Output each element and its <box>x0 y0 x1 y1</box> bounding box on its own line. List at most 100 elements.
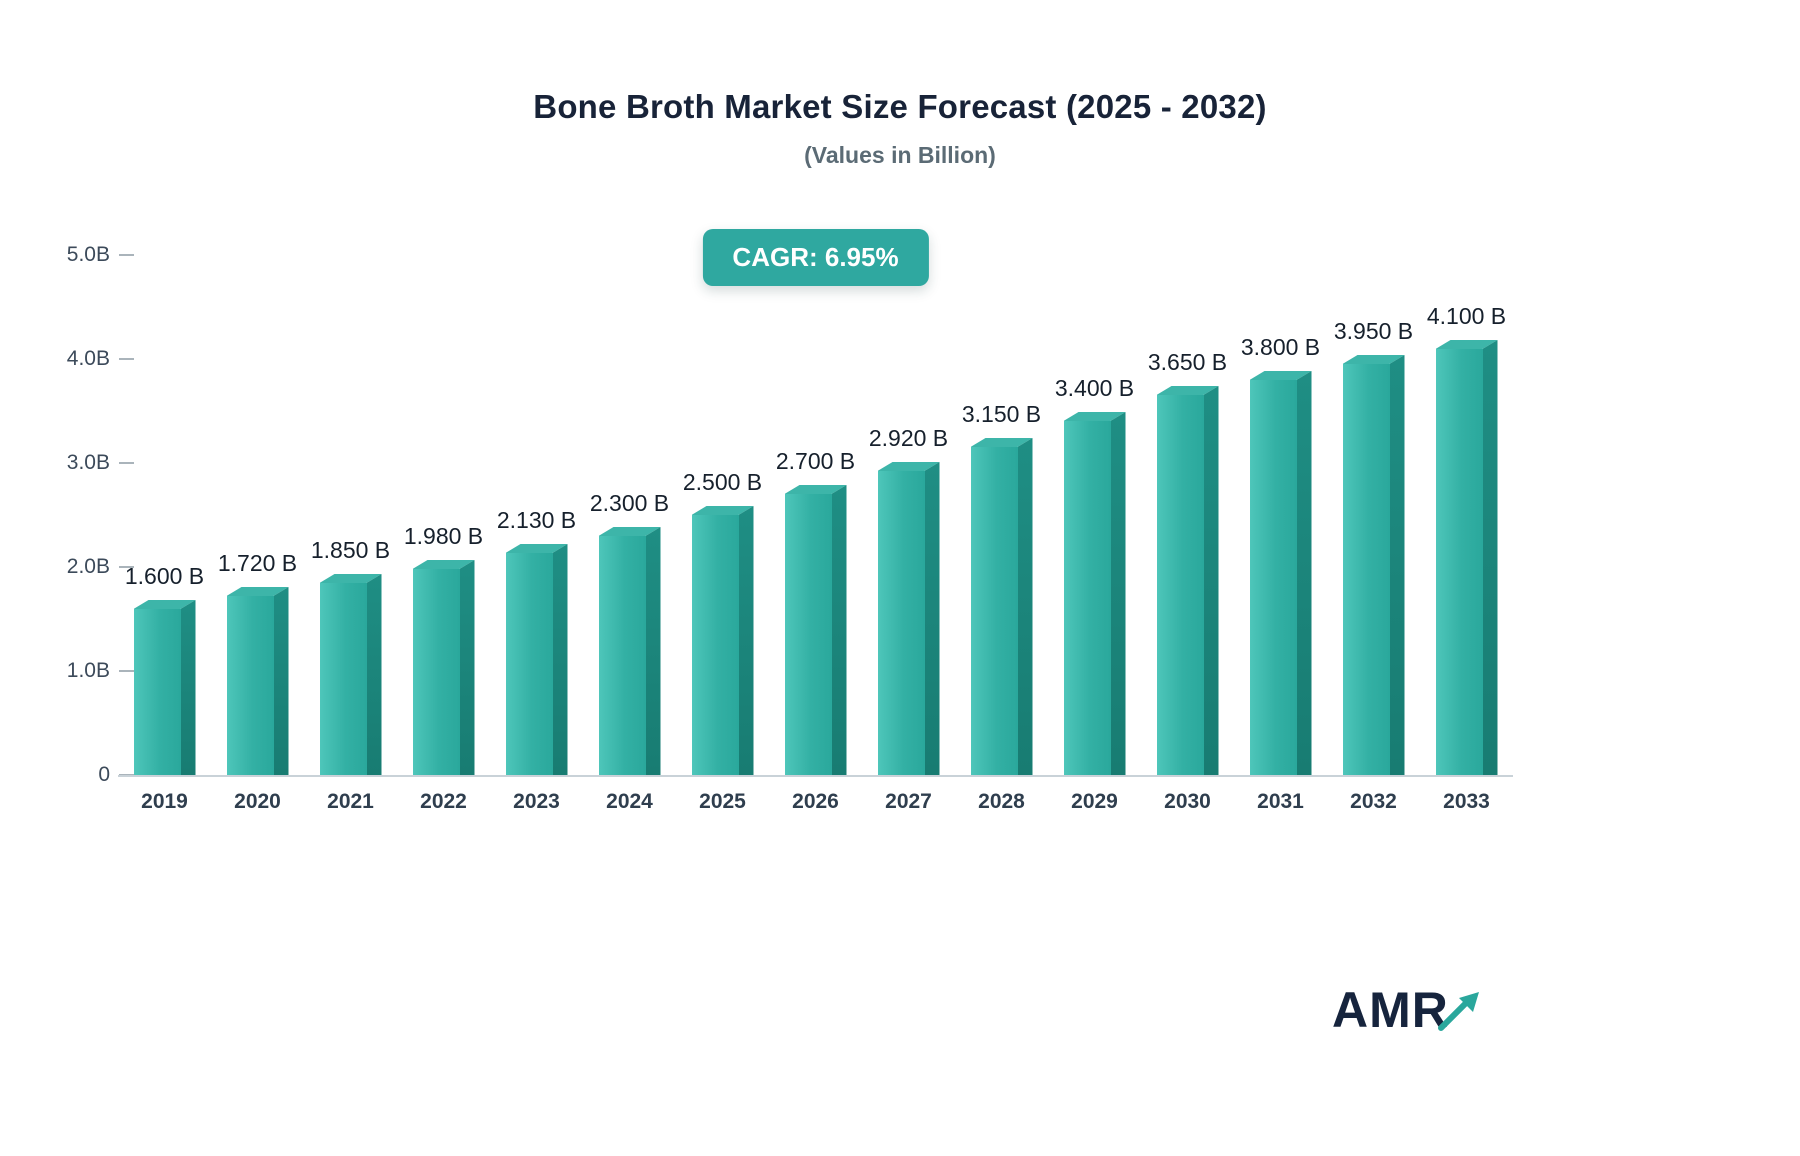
bar-side-face <box>1203 386 1219 775</box>
bar <box>1156 386 1219 775</box>
bar-top-face <box>412 560 475 569</box>
y-axis-tick-label: 2.0B <box>66 555 110 578</box>
tick-mark <box>119 670 134 672</box>
bar-column: 1.850 B <box>304 255 397 775</box>
bar <box>1063 412 1126 775</box>
tick-mark <box>119 358 134 360</box>
bar-column: 4.100 B <box>1420 255 1513 775</box>
bar <box>784 485 847 775</box>
bar-side-face <box>552 544 568 775</box>
bar-side-face <box>738 506 754 775</box>
x-axis-label: 2025 <box>699 790 746 813</box>
bar-value-label: 3.650 B <box>1147 349 1228 375</box>
bar-top-face <box>598 527 661 536</box>
x-axis-label: 2033 <box>1443 790 1490 813</box>
bar-top-face <box>1156 386 1219 395</box>
bar-top-face <box>319 574 382 583</box>
bar-value-label: 3.950 B <box>1333 318 1414 344</box>
cagr-badge: CAGR: 6.95% <box>702 229 929 286</box>
x-axis-label: 2024 <box>606 790 653 813</box>
bar-column: 3.950 B <box>1327 255 1420 775</box>
logo-text: AMR <box>1332 982 1449 1038</box>
bar-top-face <box>226 587 289 596</box>
bar <box>691 506 754 775</box>
bar-side-face <box>1482 340 1498 775</box>
plot-area: 1.600 B 1.720 B 1.850 B 1.980 B 2.130 B 2.300… <box>118 255 1513 777</box>
bar <box>877 462 940 775</box>
bar <box>133 600 196 775</box>
x-axis-label: 2021 <box>327 790 374 813</box>
bar-front-face <box>691 515 739 775</box>
tick-mark <box>119 462 134 464</box>
y-axis-tick-label: 4.0B <box>66 347 110 370</box>
x-axis-label: 2027 <box>885 790 932 813</box>
y-axis-tick-label: 1.0B <box>66 659 110 682</box>
bar-top-face <box>1249 371 1312 380</box>
y-axis-tick: 5.0B <box>34 243 134 267</box>
y-axis-tick-label: 5.0B <box>66 243 110 266</box>
bar-side-face <box>1296 371 1312 775</box>
bar-side-face <box>831 485 847 775</box>
bar-top-face <box>1342 355 1405 364</box>
y-axis-tick: 4.0B <box>34 347 134 371</box>
bar-column: 2.130 B <box>490 255 583 775</box>
bar-side-face <box>645 527 661 775</box>
bar-top-face <box>691 506 754 515</box>
bar-front-face <box>1063 421 1111 775</box>
tick-mark <box>119 254 134 256</box>
bar-top-face <box>1063 412 1126 421</box>
x-axis-label: 2032 <box>1350 790 1397 813</box>
bar-side-face <box>180 600 196 775</box>
page: Bone Broth Market Size Forecast (2025 - … <box>0 88 1800 1156</box>
bar <box>1249 371 1312 775</box>
bar-value-label: 1.980 B <box>403 523 484 549</box>
bar-value-label: 1.850 B <box>310 537 391 563</box>
bar-front-face <box>226 596 274 775</box>
bar-side-face <box>1017 438 1033 775</box>
x-axis-label: 2029 <box>1071 790 1118 813</box>
x-axis: 2019 2020 2021 2022 2023 2024 2025 2026 2027 2028… <box>118 790 1513 814</box>
bar <box>226 587 289 775</box>
bar-side-face <box>1110 412 1126 775</box>
x-axis-label: 2030 <box>1164 790 1211 813</box>
bar-front-face <box>877 471 925 775</box>
bar-column: 1.720 B <box>211 255 304 775</box>
bar-front-face <box>598 536 646 775</box>
bar-side-face <box>366 574 382 775</box>
x-axis-label: 2019 <box>141 790 188 813</box>
bar-side-face <box>459 560 475 775</box>
bar-top-face <box>133 600 196 609</box>
bar-column: 2.300 B <box>583 255 676 775</box>
bar-side-face <box>924 462 940 775</box>
bar <box>970 438 1033 775</box>
bar-value-label: 2.130 B <box>496 507 577 533</box>
bar-top-face <box>1435 340 1498 349</box>
bar-top-face <box>784 485 847 494</box>
bar-value-label: 2.500 B <box>682 469 763 495</box>
bar-value-label: 3.400 B <box>1054 375 1135 401</box>
bar <box>1435 340 1498 775</box>
x-axis-label: 2026 <box>792 790 839 813</box>
tick-mark <box>119 566 134 568</box>
x-axis-label: 2020 <box>234 790 281 813</box>
bar-value-label: 1.720 B <box>217 550 298 576</box>
x-axis-label: 2022 <box>420 790 467 813</box>
bar-front-face <box>319 583 367 775</box>
bar-value-label: 1.600 B <box>124 563 205 589</box>
bar-front-face <box>133 609 181 775</box>
bar-column: 2.920 B <box>862 255 955 775</box>
y-axis-tick: 1.0B <box>34 659 134 683</box>
bar <box>598 527 661 775</box>
bar <box>1342 355 1405 775</box>
bar-value-label: 3.150 B <box>961 401 1042 427</box>
bar-column: 2.500 B <box>676 255 769 775</box>
y-axis-tick-label: 0 <box>98 763 110 786</box>
bar-front-face <box>1249 380 1297 775</box>
bar-front-face <box>1156 395 1204 775</box>
bar-column: 3.400 B <box>1048 255 1141 775</box>
bar-column: 1.600 B <box>118 255 211 775</box>
bar-front-face <box>1342 364 1390 775</box>
bar-front-face <box>784 494 832 775</box>
y-axis: 0 1.0B 2.0B 3.0B 4.0B 5.0B <box>40 243 134 786</box>
bar-front-face <box>412 569 460 775</box>
